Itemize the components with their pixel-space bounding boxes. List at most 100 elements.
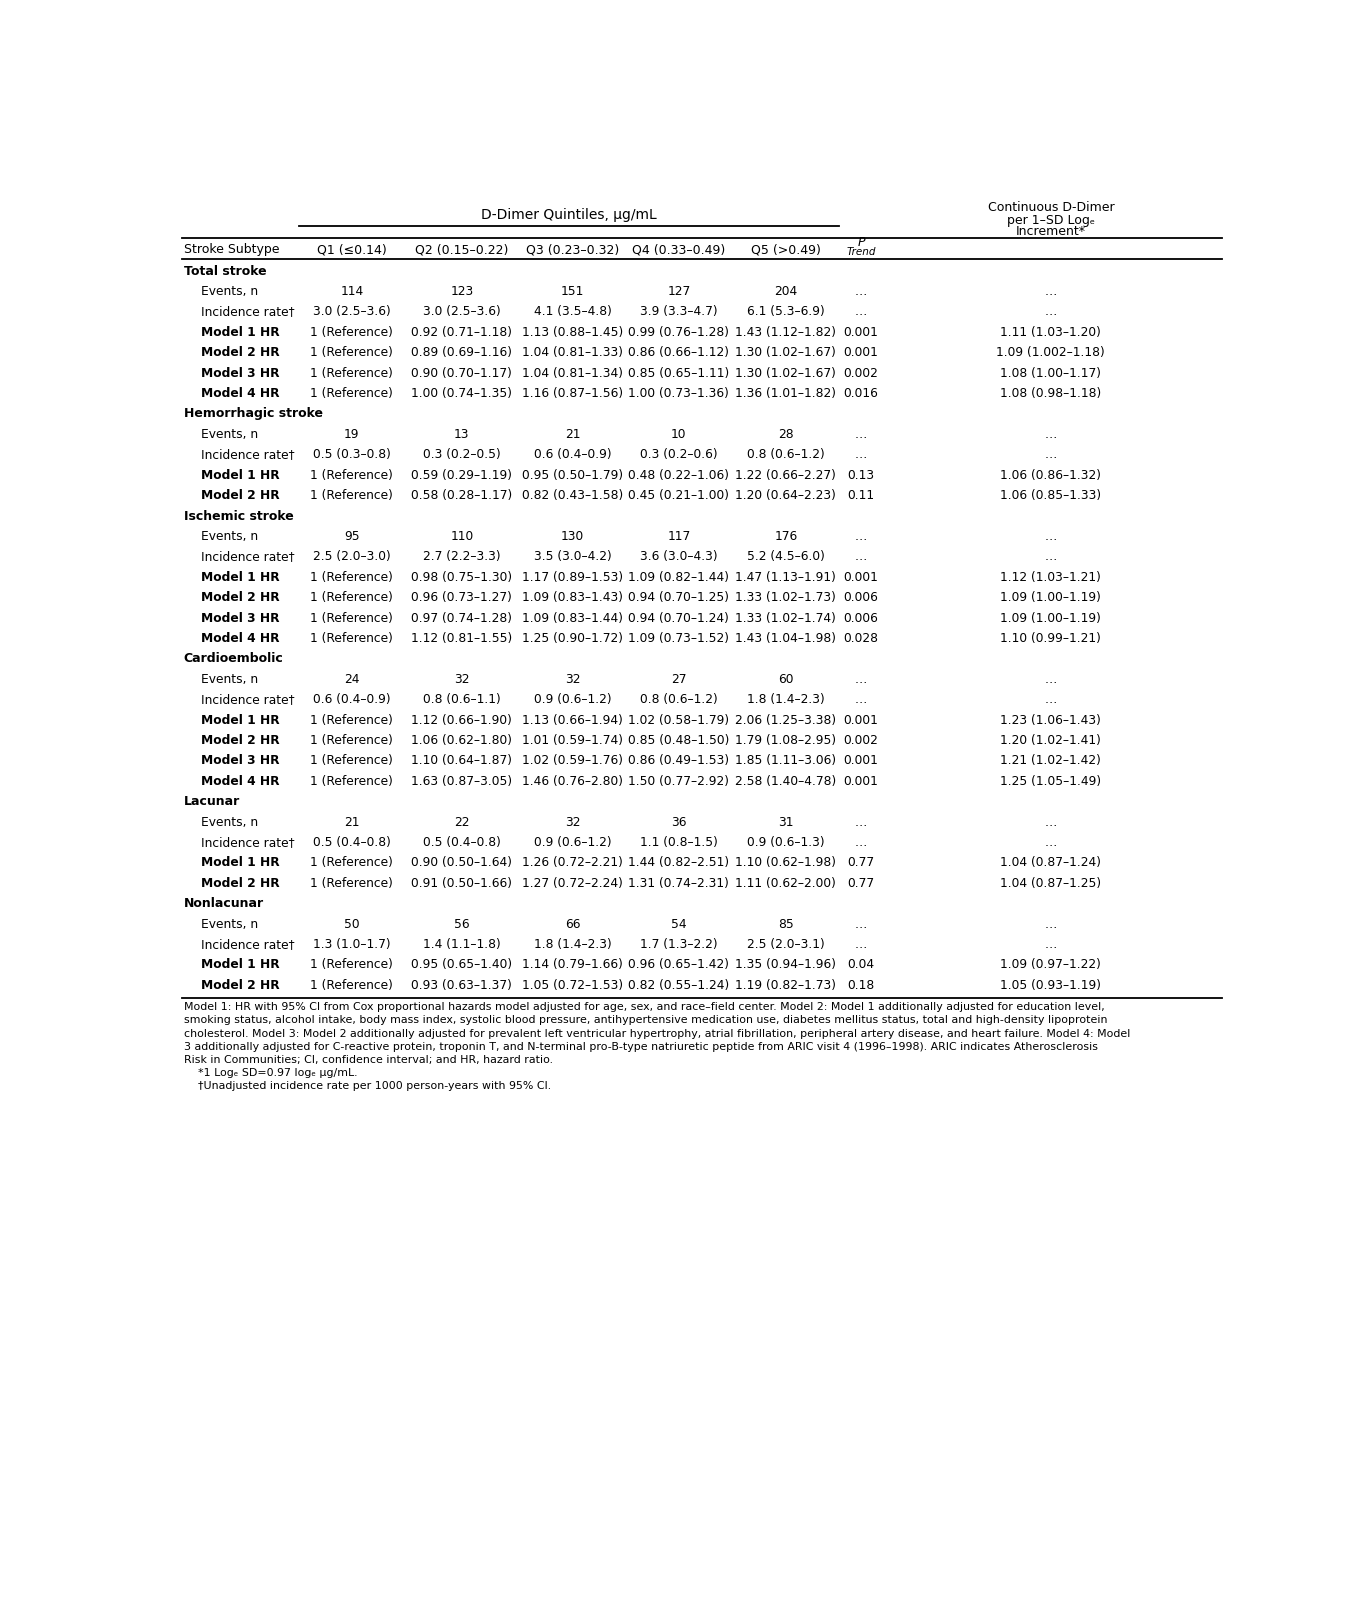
Text: 0.48 (0.22–1.06): 0.48 (0.22–1.06) xyxy=(629,469,729,482)
Text: 54: 54 xyxy=(671,917,686,930)
Text: 0.89 (0.69–1.16): 0.89 (0.69–1.16) xyxy=(411,347,512,359)
Text: 28: 28 xyxy=(778,427,793,442)
Text: 1.04 (0.87–1.25): 1.04 (0.87–1.25) xyxy=(1000,877,1101,890)
Text: Cardioembolic: Cardioembolic xyxy=(184,653,284,666)
Text: 1.44 (0.82–2.51): 1.44 (0.82–2.51) xyxy=(629,856,729,869)
Text: 110: 110 xyxy=(451,530,474,543)
Text: 95: 95 xyxy=(344,530,360,543)
Text: 2.7 (2.2–3.3): 2.7 (2.2–3.3) xyxy=(423,550,500,563)
Text: †Unadjusted incidence rate per 1000 person-years with 95% CI.: †Unadjusted incidence rate per 1000 pers… xyxy=(197,1082,551,1091)
Text: 1 (Reference): 1 (Reference) xyxy=(311,571,393,584)
Text: 1.09 (0.83–1.44): 1.09 (0.83–1.44) xyxy=(522,611,623,624)
Text: Q5 (>0.49): Q5 (>0.49) xyxy=(751,243,821,256)
Text: Events, n: Events, n xyxy=(200,530,258,543)
Text: Events, n: Events, n xyxy=(200,672,258,685)
Text: 1.05 (0.72–1.53): 1.05 (0.72–1.53) xyxy=(522,978,623,991)
Text: …: … xyxy=(855,448,867,461)
Text: 1.00 (0.73–1.36): 1.00 (0.73–1.36) xyxy=(629,387,729,400)
Text: 123: 123 xyxy=(451,285,474,298)
Text: 1.16 (0.87–1.56): 1.16 (0.87–1.56) xyxy=(522,387,623,400)
Text: 1.20 (0.64–2.23): 1.20 (0.64–2.23) xyxy=(736,488,836,501)
Text: 1.09 (0.97–1.22): 1.09 (0.97–1.22) xyxy=(1000,959,1101,972)
Text: 21: 21 xyxy=(344,816,359,829)
Text: 1.27 (0.72–2.24): 1.27 (0.72–2.24) xyxy=(522,877,623,890)
Text: 0.90 (0.50–1.64): 0.90 (0.50–1.64) xyxy=(411,856,512,869)
Text: Model 1 HR: Model 1 HR xyxy=(200,959,279,972)
Text: …: … xyxy=(1045,427,1058,442)
Text: 1 (Reference): 1 (Reference) xyxy=(311,366,393,380)
Text: 0.001: 0.001 xyxy=(844,714,878,727)
Text: 1.43 (1.04–1.98): 1.43 (1.04–1.98) xyxy=(736,632,836,645)
Text: 1.06 (0.85–1.33): 1.06 (0.85–1.33) xyxy=(1000,488,1101,501)
Text: 151: 151 xyxy=(560,285,585,298)
Text: 1.12 (1.03–1.21): 1.12 (1.03–1.21) xyxy=(1000,571,1101,584)
Text: 0.91 (0.50–1.66): 0.91 (0.50–1.66) xyxy=(411,877,512,890)
Text: Model 3 HR: Model 3 HR xyxy=(200,754,279,767)
Text: 66: 66 xyxy=(564,917,581,930)
Text: 127: 127 xyxy=(667,285,690,298)
Text: 0.85 (0.65–1.11): 0.85 (0.65–1.11) xyxy=(629,366,729,380)
Text: 1.06 (0.62–1.80): 1.06 (0.62–1.80) xyxy=(411,733,512,746)
Text: Incidence rate†: Incidence rate† xyxy=(200,448,295,461)
Text: 0.97 (0.74–1.28): 0.97 (0.74–1.28) xyxy=(411,611,512,624)
Text: 0.94 (0.70–1.25): 0.94 (0.70–1.25) xyxy=(629,592,729,604)
Text: 1.8 (1.4–2.3): 1.8 (1.4–2.3) xyxy=(747,693,825,706)
Text: Model 2 HR: Model 2 HR xyxy=(200,978,279,991)
Text: 1.25 (0.90–1.72): 1.25 (0.90–1.72) xyxy=(522,632,623,645)
Text: 2.5 (2.0–3.0): 2.5 (2.0–3.0) xyxy=(312,550,390,563)
Text: 0.99 (0.76–1.28): 0.99 (0.76–1.28) xyxy=(629,326,729,339)
Text: 4.1 (3.5–4.8): 4.1 (3.5–4.8) xyxy=(534,305,611,319)
Text: Incidence rate†: Incidence rate† xyxy=(200,837,295,850)
Text: 1.00 (0.74–1.35): 1.00 (0.74–1.35) xyxy=(411,387,512,400)
Text: 19: 19 xyxy=(344,427,359,442)
Text: 1 (Reference): 1 (Reference) xyxy=(311,978,393,991)
Text: 1 (Reference): 1 (Reference) xyxy=(311,714,393,727)
Text: 1.04 (0.81–1.34): 1.04 (0.81–1.34) xyxy=(522,366,623,380)
Text: 1.09 (0.73–1.52): 1.09 (0.73–1.52) xyxy=(629,632,729,645)
Text: …: … xyxy=(855,530,867,543)
Text: 1.09 (0.83–1.43): 1.09 (0.83–1.43) xyxy=(522,592,623,604)
Text: 0.002: 0.002 xyxy=(844,733,878,746)
Text: 1.63 (0.87–3.05): 1.63 (0.87–3.05) xyxy=(411,775,512,788)
Text: 10: 10 xyxy=(671,427,686,442)
Text: 1.35 (0.94–1.96): 1.35 (0.94–1.96) xyxy=(736,959,836,972)
Text: 13: 13 xyxy=(453,427,470,442)
Text: …: … xyxy=(855,427,867,442)
Text: 1.10 (0.99–1.21): 1.10 (0.99–1.21) xyxy=(1000,632,1101,645)
Text: 0.96 (0.73–1.27): 0.96 (0.73–1.27) xyxy=(411,592,512,604)
Text: 1.8 (1.4–2.3): 1.8 (1.4–2.3) xyxy=(534,938,611,951)
Text: 1.14 (0.79–1.66): 1.14 (0.79–1.66) xyxy=(522,959,623,972)
Text: 1.21 (1.02–1.42): 1.21 (1.02–1.42) xyxy=(1000,754,1101,767)
Text: 21: 21 xyxy=(564,427,581,442)
Text: …: … xyxy=(1045,693,1058,706)
Text: 176: 176 xyxy=(774,530,797,543)
Text: 1.12 (0.66–1.90): 1.12 (0.66–1.90) xyxy=(411,714,512,727)
Text: 2.06 (1.25–3.38): 2.06 (1.25–3.38) xyxy=(736,714,837,727)
Text: 56: 56 xyxy=(453,917,470,930)
Text: Hemorrhagic stroke: Hemorrhagic stroke xyxy=(184,408,323,421)
Text: 1 (Reference): 1 (Reference) xyxy=(311,959,393,972)
Text: 3.0 (2.5–3.6): 3.0 (2.5–3.6) xyxy=(423,305,501,319)
Text: Q1 (≤0.14): Q1 (≤0.14) xyxy=(316,243,386,256)
Text: …: … xyxy=(855,816,867,829)
Text: 1.17 (0.89–1.53): 1.17 (0.89–1.53) xyxy=(522,571,623,584)
Text: Total stroke: Total stroke xyxy=(184,264,266,277)
Text: 2.5 (2.0–3.1): 2.5 (2.0–3.1) xyxy=(747,938,825,951)
Text: 1 (Reference): 1 (Reference) xyxy=(311,754,393,767)
Text: …: … xyxy=(855,938,867,951)
Text: 0.82 (0.55–1.24): 0.82 (0.55–1.24) xyxy=(629,978,729,991)
Text: 1.06 (0.86–1.32): 1.06 (0.86–1.32) xyxy=(1000,469,1101,482)
Text: 1.09 (1.002–1.18): 1.09 (1.002–1.18) xyxy=(996,347,1106,359)
Text: Model 2 HR: Model 2 HR xyxy=(200,877,279,890)
Text: 32: 32 xyxy=(564,816,581,829)
Text: 24: 24 xyxy=(344,672,359,685)
Text: 130: 130 xyxy=(562,530,585,543)
Text: Q2 (0.15–0.22): Q2 (0.15–0.22) xyxy=(415,243,508,256)
Text: 1.79 (1.08–2.95): 1.79 (1.08–2.95) xyxy=(736,733,837,746)
Text: 0.3 (0.2–0.6): 0.3 (0.2–0.6) xyxy=(640,448,718,461)
Text: 1.02 (0.58–1.79): 1.02 (0.58–1.79) xyxy=(629,714,729,727)
Text: 1 (Reference): 1 (Reference) xyxy=(311,775,393,788)
Text: 0.82 (0.43–1.58): 0.82 (0.43–1.58) xyxy=(522,488,623,501)
Text: Model 1 HR: Model 1 HR xyxy=(200,469,279,482)
Text: cholesterol. Model 3: Model 2 additionally adjusted for prevalent left ventricul: cholesterol. Model 3: Model 2 additional… xyxy=(184,1028,1130,1038)
